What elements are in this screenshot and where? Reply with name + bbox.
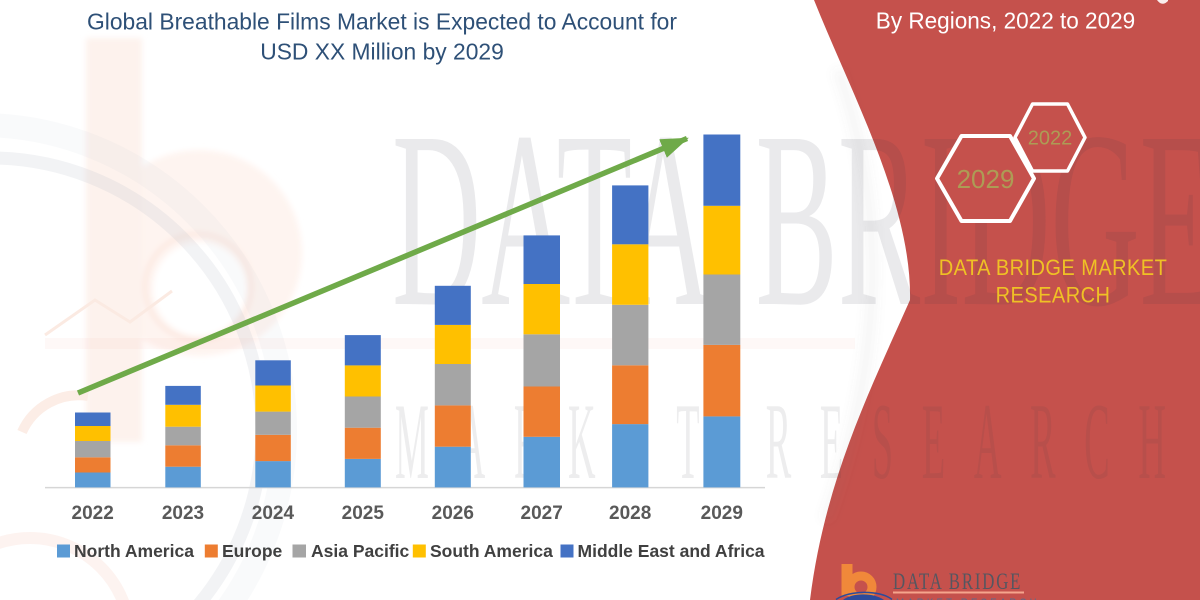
svg-text:2025: 2025 — [342, 503, 385, 524]
svg-text:Asia Pacific: Asia Pacific — [311, 541, 410, 561]
svg-text:2024: 2024 — [252, 503, 295, 524]
svg-text:By Regions, 2022 to 2029: By Regions, 2022 to 2029 — [876, 7, 1135, 34]
svg-text:2029: 2029 — [957, 164, 1015, 194]
svg-text:MARKET RESEARCH: MARKET RESEARCH — [896, 597, 1040, 600]
svg-text:2026: 2026 — [432, 503, 474, 524]
svg-text:DATA BRIDGE: DATA BRIDGE — [893, 570, 1022, 595]
svg-text:Middle East and Africa: Middle East and Africa — [578, 541, 765, 561]
svg-text:2028: 2028 — [609, 503, 651, 524]
svg-text:2022: 2022 — [72, 503, 114, 524]
svg-text:DATA BRIDGE MARKET: DATA BRIDGE MARKET — [939, 255, 1168, 280]
svg-text:Europe: Europe — [222, 541, 283, 561]
svg-text:MARKET RESEARCH: MARKET RESEARCH — [395, 381, 1195, 502]
svg-text:2023: 2023 — [162, 503, 204, 524]
svg-text:South America: South America — [430, 541, 553, 561]
svg-text:2027: 2027 — [521, 503, 563, 524]
svg-text:Global Breathable Films Market: Global Breathable Films Market is Expect… — [87, 9, 677, 35]
svg-text:North America: North America — [74, 541, 194, 561]
svg-text:2022: 2022 — [1028, 128, 1073, 150]
svg-text:DATA BRIDGE: DATA BRIDGE — [392, 79, 1200, 358]
svg-text:2029: 2029 — [701, 503, 743, 524]
svg-text:USD XX Million by 2029: USD XX Million by 2029 — [260, 38, 504, 64]
svg-text:RESEARCH: RESEARCH — [996, 282, 1111, 307]
